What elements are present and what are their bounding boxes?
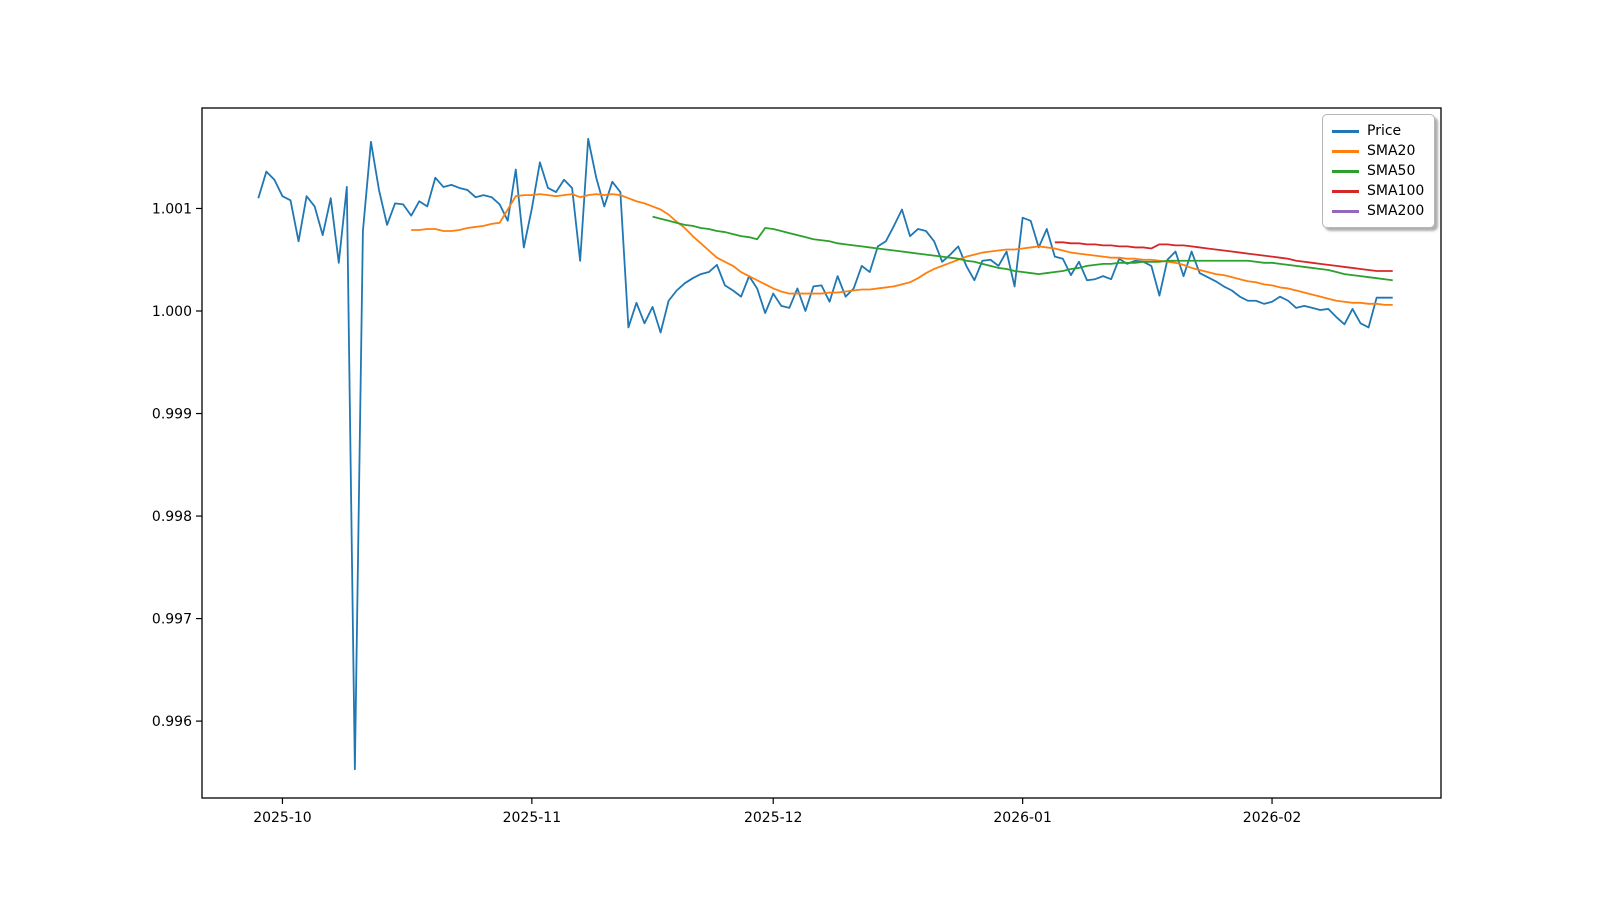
x-tick-label: 2025-11: [503, 810, 562, 826]
x-tick-label: 2025-12: [744, 810, 803, 826]
y-tick-label: 0.998: [152, 509, 192, 525]
y-tick-label: 0.999: [152, 407, 192, 423]
legend-item-sma100: SMA100: [1332, 182, 1425, 201]
legend-label-sma50: SMA50: [1367, 163, 1416, 179]
sma20-line-swatch-icon: [1332, 150, 1359, 153]
series-sma20-line: [411, 193, 1393, 306]
y-tick-label: 0.997: [152, 612, 192, 628]
series-sma100-line: [1054, 241, 1393, 272]
legend-item-sma50: SMA50: [1332, 162, 1425, 181]
plot-frame: [201, 107, 1442, 799]
legend-item-sma20: SMA20: [1332, 142, 1425, 161]
y-tick-label: 1.000: [152, 304, 192, 320]
x-tick-label: 2026-02: [1243, 810, 1302, 826]
y-tick-label: 0.996: [152, 714, 192, 730]
legend: Price SMA20 SMA50 SMA100 SMA200: [1322, 114, 1435, 228]
series-price-line: [257, 137, 1393, 771]
legend-label-sma20: SMA20: [1367, 143, 1416, 159]
legend-item-sma200: SMA200: [1332, 202, 1425, 221]
legend-label-price: Price: [1367, 123, 1402, 139]
price-line-swatch-icon: [1332, 130, 1359, 133]
x-tick-label: 2025-10: [253, 810, 312, 826]
sma50-line-swatch-icon: [1332, 170, 1359, 173]
series-sma50-line: [652, 215, 1393, 282]
sma100-line-swatch-icon: [1332, 190, 1359, 193]
sma200-line-swatch-icon: [1332, 210, 1359, 213]
legend-item-price: Price: [1332, 122, 1425, 141]
y-tick-label: 1.001: [152, 201, 192, 217]
legend-label-sma100: SMA100: [1367, 183, 1425, 199]
legend-label-sma200: SMA200: [1367, 203, 1425, 219]
x-tick-label: 2026-01: [993, 810, 1052, 826]
